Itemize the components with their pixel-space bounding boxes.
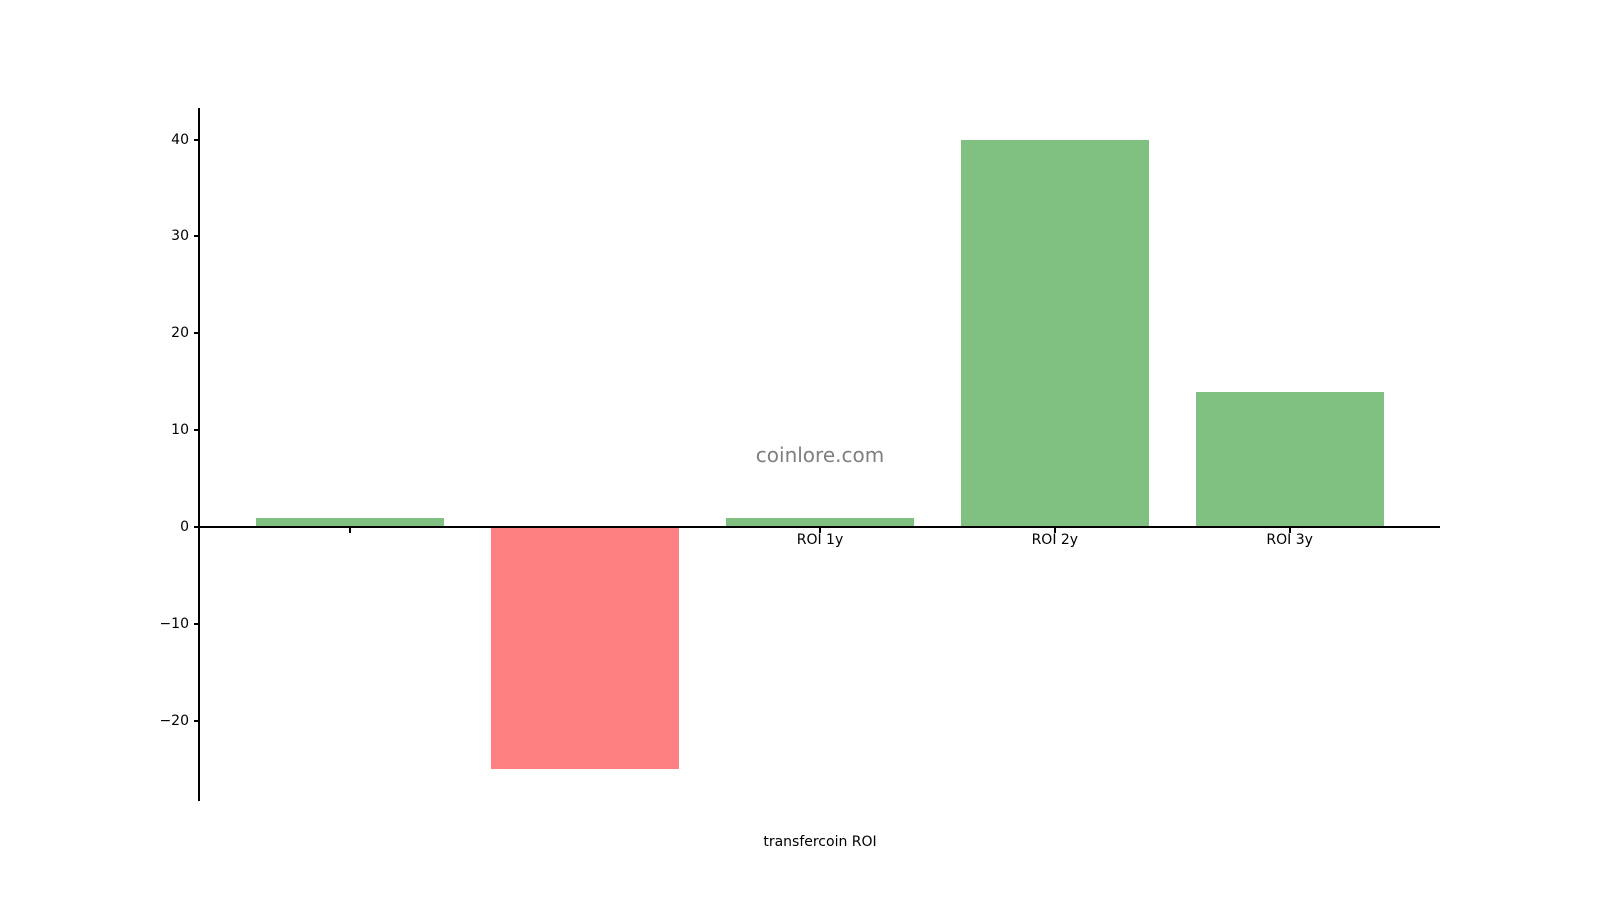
bar-col-2 xyxy=(491,527,680,770)
x-tick-label: ROI 1y xyxy=(796,532,844,549)
y-tick-label: 20 xyxy=(171,325,189,342)
chart-title: transfercoin ROI xyxy=(763,834,877,850)
x-tick-mark xyxy=(1053,527,1056,534)
bar-roi-1y xyxy=(726,517,914,528)
x-axis-line xyxy=(200,526,1440,529)
x-tick-mark xyxy=(349,527,352,534)
y-tick-mark xyxy=(194,429,200,432)
bar-roi-2y xyxy=(960,139,1149,528)
watermark: coinlore.com xyxy=(755,442,885,467)
x-tick-label: ROI 2y xyxy=(1031,532,1079,549)
y-tick-mark xyxy=(194,235,200,238)
y-tick-label: 0 xyxy=(180,519,189,536)
y-tick-mark xyxy=(194,623,200,626)
y-tick-label: 30 xyxy=(171,228,189,245)
y-tick-mark xyxy=(194,332,200,335)
bar-roi-3y xyxy=(1195,391,1384,528)
y-tick-label: 40 xyxy=(171,131,189,148)
y-tick-label: −20 xyxy=(159,713,189,730)
y-tick-label: −10 xyxy=(159,616,189,633)
x-tick-mark xyxy=(819,527,821,534)
y-tick-label: 10 xyxy=(171,422,189,439)
bar-col-1 xyxy=(256,517,445,528)
x-tick-label: ROI 3y xyxy=(1266,532,1313,549)
y-tick-mark xyxy=(194,138,200,141)
y-tick-mark xyxy=(194,720,200,723)
y-tick-mark xyxy=(194,526,200,529)
x-tick-mark xyxy=(1288,527,1291,534)
y-axis-line xyxy=(198,108,200,801)
